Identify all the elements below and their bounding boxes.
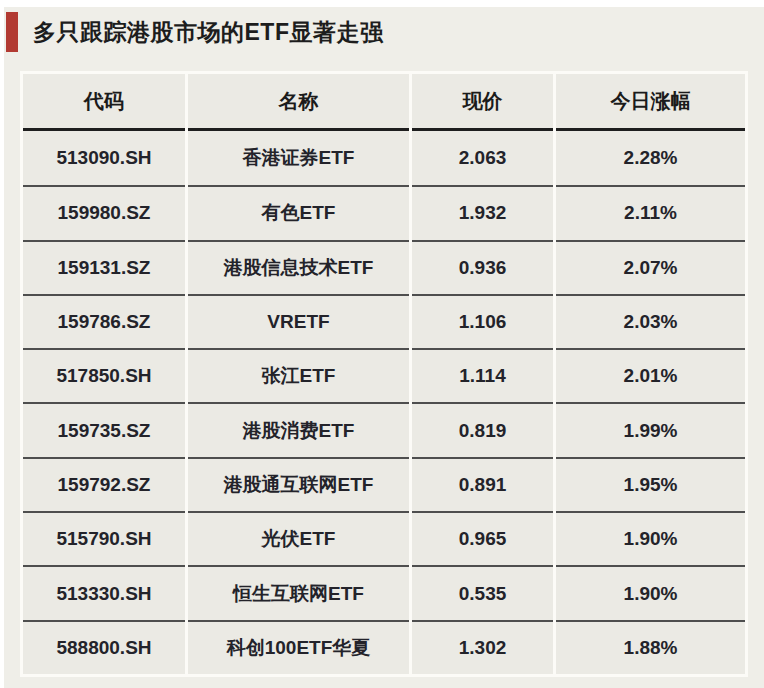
column-header-code: 代码 xyxy=(23,74,185,131)
cell-name: 港股信息技术ETF xyxy=(188,240,409,294)
cell-change: 2.01% xyxy=(556,348,745,402)
cell-price: 0.891 xyxy=(412,457,553,511)
cell-change: 2.11% xyxy=(556,185,745,239)
cell-price: 2.063 xyxy=(412,131,553,185)
cell-price: 0.936 xyxy=(412,240,553,294)
title-accent-bar xyxy=(6,12,18,52)
figure-title-row: 多只跟踪港股市场的ETF显著走强 xyxy=(6,12,383,52)
article-figure: 多只跟踪港股市场的ETF显著走强 代码名称现价今日涨幅 513090.SH香港证券… xyxy=(4,7,764,688)
column-header-change: 今日涨幅 xyxy=(556,74,745,131)
cell-code: 159786.SZ xyxy=(23,294,185,348)
cell-name: 光伏ETF xyxy=(188,511,409,565)
cell-change: 1.88% xyxy=(556,620,745,674)
cell-change: 1.95% xyxy=(556,457,745,511)
cell-name: VRETF xyxy=(188,294,409,348)
cell-name: 有色ETF xyxy=(188,185,409,239)
cell-price: 0.965 xyxy=(412,511,553,565)
cell-code: 517850.SH xyxy=(23,348,185,402)
cell-code: 513090.SH xyxy=(23,131,185,185)
cell-code: 515790.SH xyxy=(23,511,185,565)
cell-price: 0.535 xyxy=(412,565,553,619)
cell-code: 159131.SZ xyxy=(23,240,185,294)
column-header-price: 现价 xyxy=(412,74,553,131)
cell-price: 1.114 xyxy=(412,348,553,402)
cell-change: 2.03% xyxy=(556,294,745,348)
cell-name: 张江ETF xyxy=(188,348,409,402)
etf-table: 代码名称现价今日涨幅 513090.SH香港证券ETF2.0632.28% 1599… xyxy=(20,71,748,677)
cell-change: 1.90% xyxy=(556,511,745,565)
cell-price: 0.819 xyxy=(412,402,553,456)
cell-change: 1.90% xyxy=(556,565,745,619)
cell-code: 159735.SZ xyxy=(23,402,185,456)
cell-code: 588800.SH xyxy=(23,620,185,674)
cell-change: 2.07% xyxy=(556,240,745,294)
page-title: 多只跟踪港股市场的ETF显著走强 xyxy=(33,17,383,48)
cell-name: 港股通互联网ETF xyxy=(188,457,409,511)
cell-price: 1.106 xyxy=(412,294,553,348)
cell-change: 2.28% xyxy=(556,131,745,185)
column-header-name: 名称 xyxy=(188,74,409,131)
cell-name: 香港证券ETF xyxy=(188,131,409,185)
cell-price: 1.302 xyxy=(412,620,553,674)
cell-code: 159792.SZ xyxy=(23,457,185,511)
cell-change: 1.99% xyxy=(556,402,745,456)
cell-name: 港股消费ETF xyxy=(188,402,409,456)
cell-name: 恒生互联网ETF xyxy=(188,565,409,619)
cell-name: 科创100ETF华夏 xyxy=(188,620,409,674)
cell-code: 513330.SH xyxy=(23,565,185,619)
cell-price: 1.932 xyxy=(412,185,553,239)
cell-code: 159980.SZ xyxy=(23,185,185,239)
